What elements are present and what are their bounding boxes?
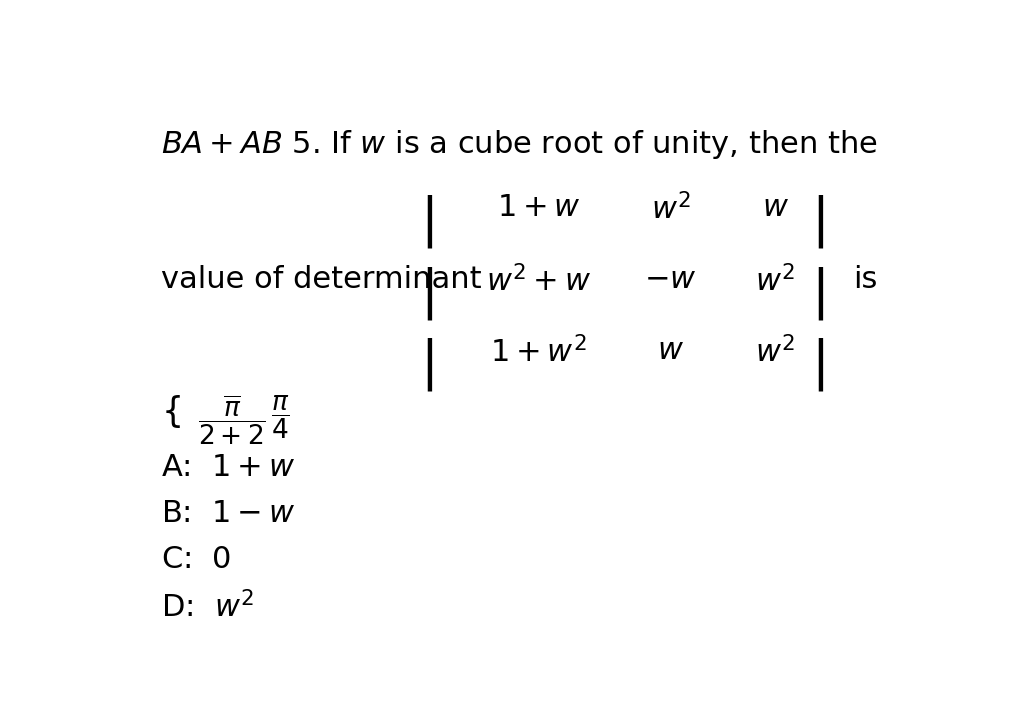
Text: $BA + AB$ 5. If $w$ is a cube root of unity, then the: $BA + AB$ 5. If $w$ is a cube root of un…	[161, 128, 878, 161]
Text: A:  $1+w$: A: $1+w$	[161, 453, 295, 481]
Text: $-w$: $-w$	[644, 265, 696, 294]
Text: $|$: $|$	[420, 193, 433, 251]
Text: C:  $0$: C: $0$	[161, 545, 230, 574]
Text: $1+w$: $1+w$	[497, 193, 581, 222]
Text: $w^2$: $w^2$	[650, 193, 690, 226]
Text: $w$: $w$	[657, 336, 684, 365]
Text: $|$: $|$	[811, 193, 824, 251]
Text: $\dfrac{\pi}{4}$: $\dfrac{\pi}{4}$	[271, 393, 290, 441]
Text: $\{$: $\{$	[161, 393, 180, 431]
Text: $w^2$: $w^2$	[756, 336, 795, 369]
Text: $|$: $|$	[811, 336, 824, 393]
Text: B:  $1-w$: B: $1-w$	[161, 499, 295, 528]
Text: $|$: $|$	[420, 265, 433, 322]
Text: $|$: $|$	[811, 265, 824, 322]
Text: $1+w^2$: $1+w^2$	[490, 336, 587, 369]
Text: is: is	[853, 265, 877, 294]
Text: value of determinant: value of determinant	[161, 265, 481, 294]
Text: $\dfrac{\overline{\pi}}{2+2}$: $\dfrac{\overline{\pi}}{2+2}$	[198, 393, 265, 448]
Text: $w^2$: $w^2$	[756, 265, 795, 297]
Text: D:  $w^2$: D: $w^2$	[161, 592, 254, 624]
Text: $w^2+w$: $w^2+w$	[486, 265, 591, 297]
Text: $w$: $w$	[762, 193, 788, 222]
Text: $|$: $|$	[420, 336, 433, 393]
